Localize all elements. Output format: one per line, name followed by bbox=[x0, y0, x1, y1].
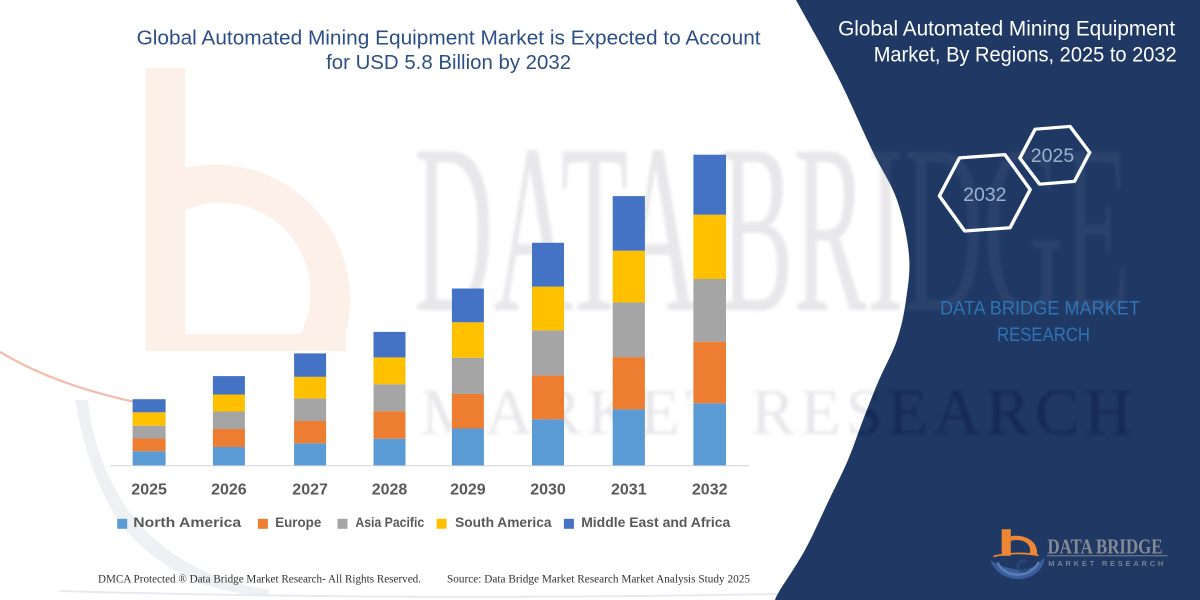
svg-text:2027: 2027 bbox=[292, 482, 328, 499]
svg-text:DATA BRIDGE: DATA BRIDGE bbox=[1048, 535, 1163, 559]
svg-text:2032: 2032 bbox=[963, 184, 1006, 206]
svg-text:2028: 2028 bbox=[372, 482, 408, 499]
svg-text:2029: 2029 bbox=[450, 482, 486, 499]
svg-text:Global Automated Mining Equipm: Global Automated Mining Equipment Market… bbox=[137, 28, 761, 50]
svg-text:Asia Pacific: Asia Pacific bbox=[355, 514, 424, 530]
svg-text:South America: South America bbox=[455, 514, 552, 530]
svg-text:Source: Data Bridge Market Res: Source: Data Bridge Market Research Mark… bbox=[447, 574, 750, 586]
svg-text:2031: 2031 bbox=[611, 482, 647, 499]
svg-text:for USD 5.8 Billion by 2032: for USD 5.8 Billion by 2032 bbox=[326, 52, 571, 74]
svg-text:2026: 2026 bbox=[211, 482, 247, 499]
svg-text:Market, By Regions, 2025 to 20: Market, By Regions, 2025 to 2032 bbox=[874, 43, 1177, 66]
svg-text:Middle East and Africa: Middle East and Africa bbox=[581, 514, 730, 530]
svg-text:MARKET RESEARCH: MARKET RESEARCH bbox=[1048, 559, 1163, 568]
svg-text:North America: North America bbox=[133, 514, 241, 530]
svg-text:RESEARCH: RESEARCH bbox=[997, 324, 1090, 346]
svg-text:2025: 2025 bbox=[131, 482, 167, 499]
svg-text:Europe: Europe bbox=[275, 514, 321, 530]
svg-text:2025: 2025 bbox=[1031, 145, 1075, 167]
svg-text:DATA BRIDGE MARKET: DATA BRIDGE MARKET bbox=[940, 297, 1140, 319]
svg-text:2030: 2030 bbox=[530, 482, 566, 499]
svg-text:Global Automated Mining Equipm: Global Automated Mining Equipment bbox=[838, 18, 1175, 41]
svg-text:DMCA Protected ® Data Bridge M: DMCA Protected ® Data Bridge Market Rese… bbox=[98, 574, 421, 586]
svg-text:2032: 2032 bbox=[692, 482, 728, 499]
